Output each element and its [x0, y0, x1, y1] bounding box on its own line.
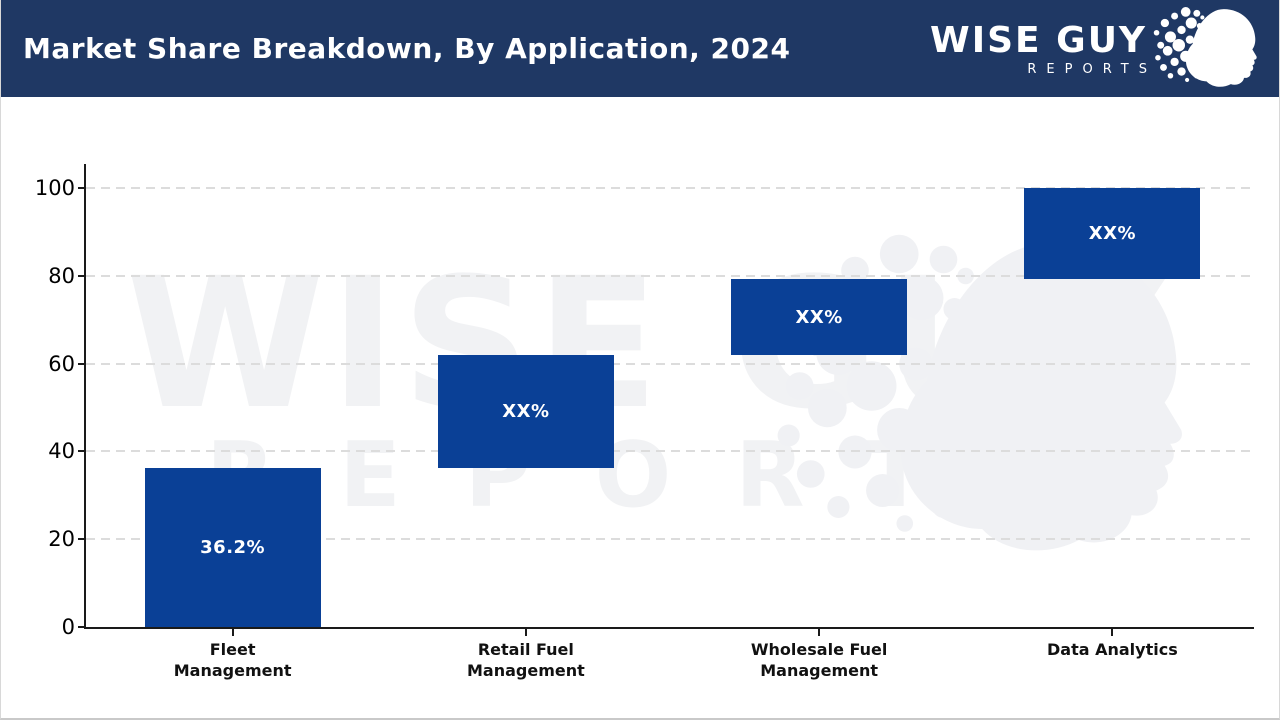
x-category-label-text: Wholesale Fuel Management — [750, 640, 888, 680]
bar-2: XX% — [731, 279, 908, 355]
bar-0: 36.2% — [144, 468, 321, 627]
x-category-label: Retail Fuel Management — [416, 639, 636, 681]
brand-name: WISE GUY — [929, 20, 1147, 61]
gridline-60 — [86, 362, 1254, 365]
x-axis-line — [84, 627, 1254, 629]
brand-logo: WISE GUY REPORTS — [930, 6, 1269, 90]
bar-value-label: XX% — [502, 400, 550, 422]
y-tick-label-100: 100 — [34, 176, 75, 200]
y-tick-label-40: 40 — [48, 439, 75, 464]
y-tick-40 — [78, 450, 86, 453]
x-category-label-text: Fleet Management — [173, 640, 292, 680]
y-tick-80 — [78, 274, 86, 277]
watermark-head-dots-graphic — [772, 234, 1182, 551]
y-axis-line — [84, 164, 86, 629]
y-tick-label-0: 0 — [61, 615, 75, 639]
gridline-40 — [86, 450, 1254, 453]
brand-head-dots-icon — [1153, 7, 1257, 87]
x-tick-0 — [231, 627, 234, 636]
x-tick-3 — [1111, 627, 1114, 636]
bar-value-label: XX% — [1088, 223, 1137, 245]
y-tick-60 — [78, 362, 86, 365]
gridline-20 — [86, 538, 1254, 541]
page-title: Market Share Breakdown, By Application, … — [23, 32, 791, 65]
x-category-label: Wholesale Fuel Management — [709, 639, 929, 681]
x-category-label: Data Analytics — [1002, 639, 1222, 660]
x-category-label-text: Data Analytics — [1047, 640, 1178, 659]
y-tick-label-60: 60 — [48, 351, 75, 376]
gridline-100 — [86, 187, 1254, 189]
x-tick-1 — [524, 627, 527, 636]
y-tick-0 — [78, 626, 86, 628]
bar-1: XX% — [437, 354, 614, 469]
y-tick-100 — [78, 187, 86, 189]
y-tick-20 — [78, 538, 86, 541]
y-tick-label-20: 20 — [48, 527, 75, 552]
header-bar: Market Share Breakdown, By Application, … — [1, 0, 1279, 97]
bar-value-label: XX% — [795, 306, 843, 328]
bar-value-label: 36.2% — [200, 537, 266, 559]
y-tick-label-80: 80 — [48, 263, 75, 288]
gridline-80 — [86, 274, 1254, 277]
x-tick-2 — [818, 627, 821, 636]
x-category-label: Fleet Management — [123, 639, 343, 681]
brand-logo-text: WISE GUY REPORTS — [930, 22, 1147, 80]
bar-3: XX% — [1024, 188, 1201, 280]
x-category-label-text: Retail Fuel Management — [466, 640, 585, 680]
brand-subname: REPORTS — [1027, 62, 1157, 77]
